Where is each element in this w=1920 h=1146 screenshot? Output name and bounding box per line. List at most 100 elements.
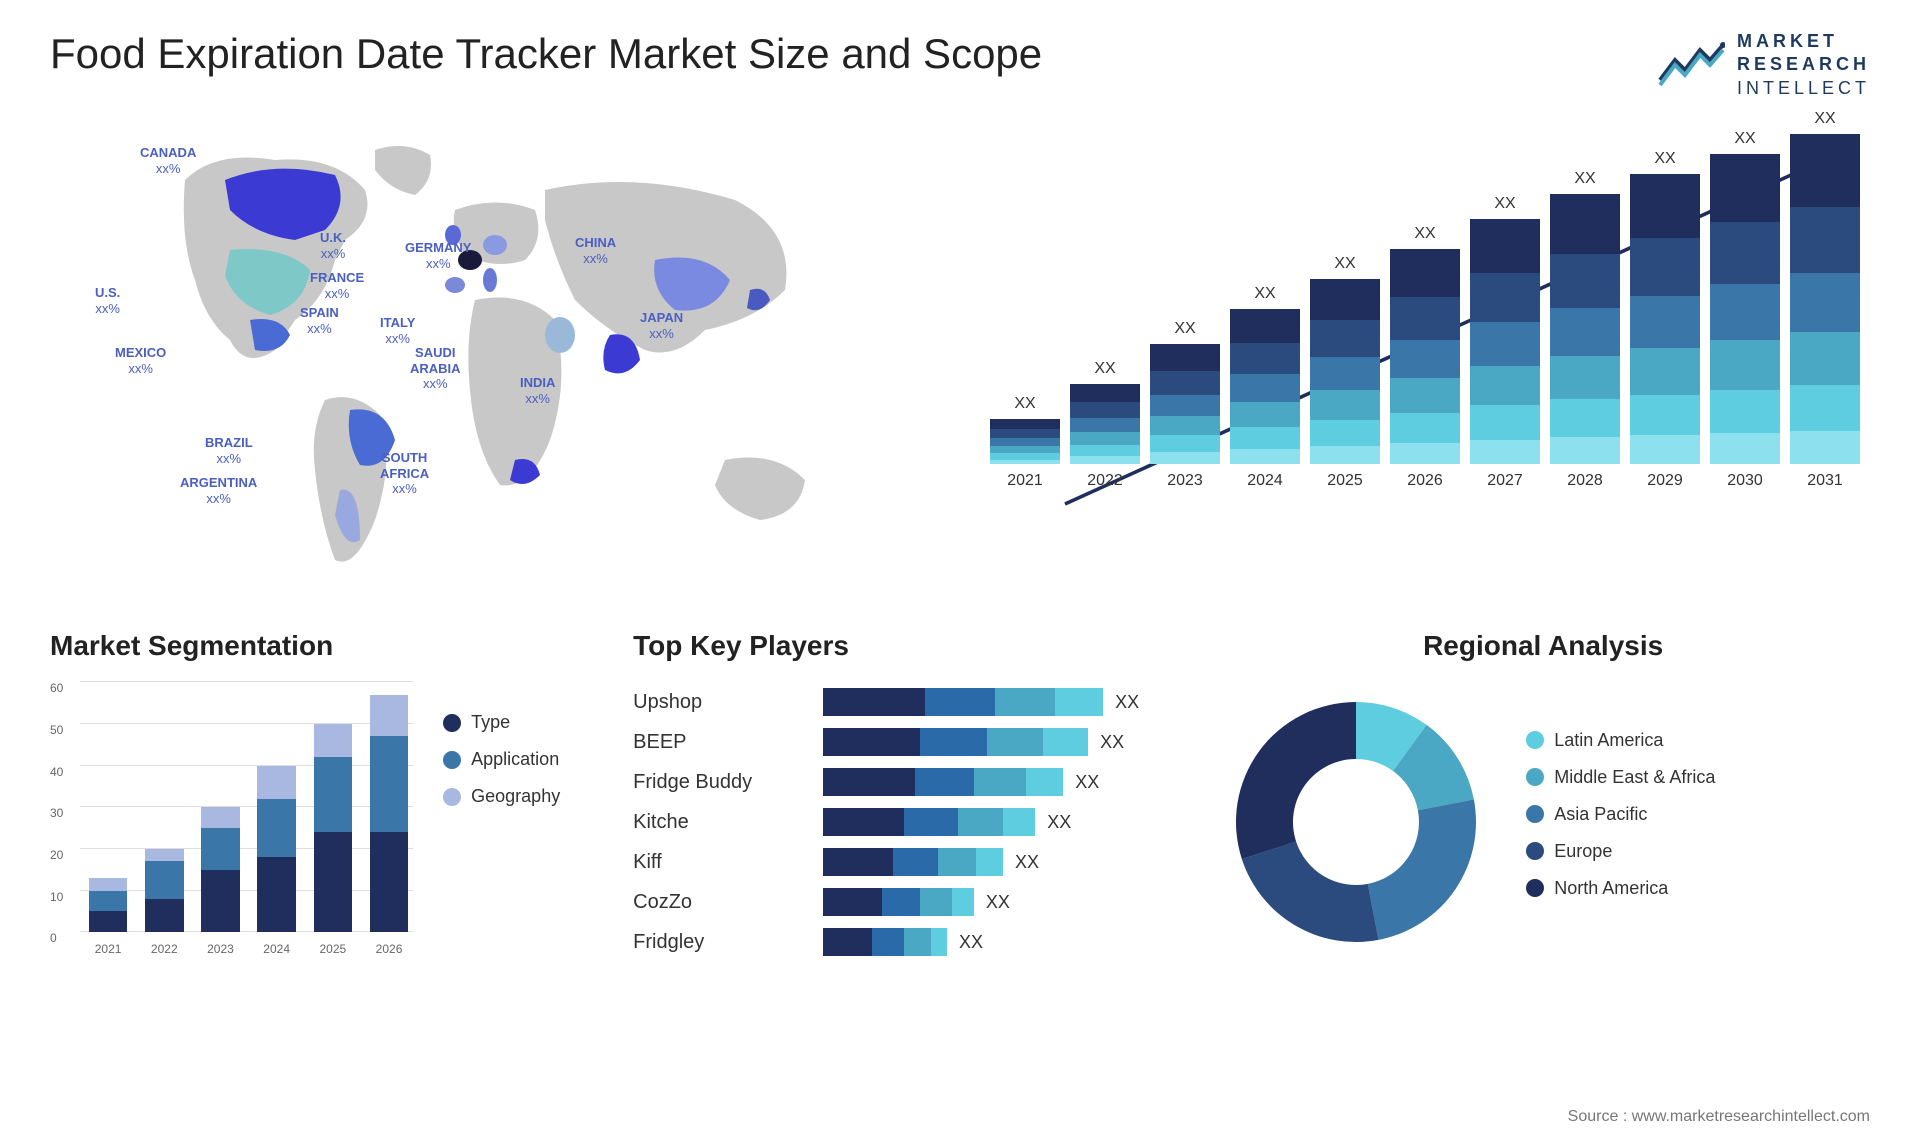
player-bar-row: XX	[823, 722, 1186, 762]
bar-year-label: 2027	[1487, 472, 1523, 490]
segmentation-bar: 2024	[253, 766, 301, 933]
segmentation-bar: 2026	[365, 695, 413, 933]
segmentation-bar: 2023	[196, 807, 244, 932]
map-label: JAPANxx%	[640, 310, 683, 341]
world-map-panel: CANADAxx% U.S.xx% MEXICOxx% BRAZILxx% ARGENT…	[50, 120, 940, 600]
segmentation-chart: 0102030405060202120222023202420252026	[50, 682, 413, 972]
player-name: Upshop	[633, 682, 803, 722]
bar-year-label: 2026	[1407, 472, 1443, 490]
donut-segment	[1368, 800, 1476, 940]
map-label: ARGENTINAxx%	[180, 475, 257, 506]
donut-segment	[1242, 842, 1379, 943]
forecast-bar: XX 2030	[1710, 130, 1780, 490]
legend-item: Application	[443, 749, 603, 770]
bar-value-label: XX	[1574, 170, 1595, 188]
player-name: CozZo	[633, 882, 803, 922]
page-title: Food Expiration Date Tracker Market Size…	[50, 30, 1042, 78]
bar-year-label: 2025	[1327, 472, 1363, 490]
map-spain	[445, 277, 465, 293]
map-saudi	[545, 317, 575, 353]
bar-value-label: XX	[1654, 150, 1675, 168]
forecast-bar-chart: XX2021XX2022XX2023XX2024XX2025XX2026XX20…	[980, 120, 1870, 600]
map-label: SPAINxx%	[300, 305, 339, 336]
logo-text-1: MARKET	[1737, 30, 1870, 53]
forecast-bar: XX 2024	[1230, 285, 1300, 490]
forecast-bar: XX2021	[990, 395, 1060, 490]
bar-value-label: XX	[1014, 395, 1035, 413]
key-players-panel: Top Key Players UpshopBEEPFridge BuddyKi…	[633, 630, 1186, 990]
logo-text-3: INTELLECT	[1737, 77, 1870, 100]
players-bar-chart: XXXXXXXXXXXXXX	[823, 682, 1186, 962]
regional-donut-chart	[1216, 682, 1496, 962]
legend-item: Geography	[443, 786, 603, 807]
key-players-title: Top Key Players	[633, 630, 1186, 662]
players-name-list: UpshopBEEPFridge BuddyKitcheKiffCozZoFri…	[633, 682, 803, 962]
map-label: MEXICOxx%	[115, 345, 166, 376]
forecast-bar: XX 2027	[1470, 195, 1540, 490]
forecast-bar: XX 2031	[1790, 110, 1860, 490]
player-bar-row: XX	[823, 762, 1186, 802]
bar-value-label: XX	[1494, 195, 1515, 213]
bar-year-label: 2028	[1567, 472, 1603, 490]
map-label: INDIAxx%	[520, 375, 555, 406]
bar-value-label: XX	[1814, 110, 1835, 128]
legend-item: North America	[1526, 878, 1870, 899]
player-name: Fridgley	[633, 922, 803, 962]
bar-value-label: XX	[1174, 320, 1195, 338]
regional-panel: Regional Analysis Latin America Middle Ea…	[1216, 630, 1870, 990]
player-bar-row: XX	[823, 682, 1186, 722]
map-label: FRANCExx%	[310, 270, 364, 301]
forecast-bar: XX 2023	[1150, 320, 1220, 490]
forecast-bar: XX2022	[1070, 360, 1140, 490]
forecast-bar: XX 2026	[1390, 225, 1460, 490]
bar-value-label: XX	[1334, 255, 1355, 273]
player-name: Kiff	[633, 842, 803, 882]
player-bar-row: XX	[823, 922, 1186, 962]
bar-year-label: 2031	[1807, 472, 1843, 490]
player-bar-row: XX	[823, 842, 1186, 882]
bar-value-label: XX	[1094, 360, 1115, 378]
regional-title: Regional Analysis	[1216, 630, 1870, 662]
map-label: U.S.xx%	[95, 285, 120, 316]
map-label: CANADAxx%	[140, 145, 196, 176]
player-name: Kitche	[633, 802, 803, 842]
forecast-bar: XX 2028	[1550, 170, 1620, 490]
segmentation-bar: 2022	[140, 849, 188, 932]
map-label: SAUDIARABIAxx%	[410, 345, 461, 392]
logo-icon	[1655, 40, 1725, 90]
map-germany	[483, 235, 507, 255]
segmentation-title: Market Segmentation	[50, 630, 603, 662]
world-map-svg	[50, 120, 940, 600]
legend-item: Asia Pacific	[1526, 804, 1870, 825]
map-label: CHINAxx%	[575, 235, 616, 266]
segmentation-legend: Type Application Geography	[443, 682, 603, 972]
legend-item: Latin America	[1526, 730, 1870, 751]
map-label: U.K.xx%	[320, 230, 346, 261]
bar-year-label: 2030	[1727, 472, 1763, 490]
map-label: ITALYxx%	[380, 315, 415, 346]
map-label: GERMANYxx%	[405, 240, 471, 271]
logo-text-2: RESEARCH	[1737, 53, 1870, 76]
player-bar-row: XX	[823, 882, 1186, 922]
segmentation-panel: Market Segmentation 01020304050602021202…	[50, 630, 603, 990]
map-label: SOUTHAFRICAxx%	[380, 450, 429, 497]
bar-year-label: 2024	[1247, 472, 1283, 490]
bar-year-label: 2029	[1647, 472, 1683, 490]
legend-item: Type	[443, 712, 603, 733]
forecast-bar: XX 2025	[1310, 255, 1380, 490]
player-name: BEEP	[633, 722, 803, 762]
map-label: BRAZILxx%	[205, 435, 253, 466]
bar-year-label: 2023	[1167, 472, 1203, 490]
bar-value-label: XX	[1734, 130, 1755, 148]
regional-legend: Latin America Middle East & Africa Asia Pa…	[1526, 730, 1870, 915]
legend-item: Europe	[1526, 841, 1870, 862]
segmentation-bar: 2025	[309, 724, 357, 932]
forecast-bar: XX 2029	[1630, 150, 1700, 490]
donut-segment	[1236, 702, 1356, 859]
legend-item: Middle East & Africa	[1526, 767, 1870, 788]
bar-value-label: XX	[1414, 225, 1435, 243]
source-attribution: Source : www.marketresearchintellect.com	[1568, 1108, 1870, 1126]
bar-value-label: XX	[1254, 285, 1275, 303]
segmentation-bar: 2021	[84, 878, 132, 932]
map-italy	[483, 268, 497, 292]
